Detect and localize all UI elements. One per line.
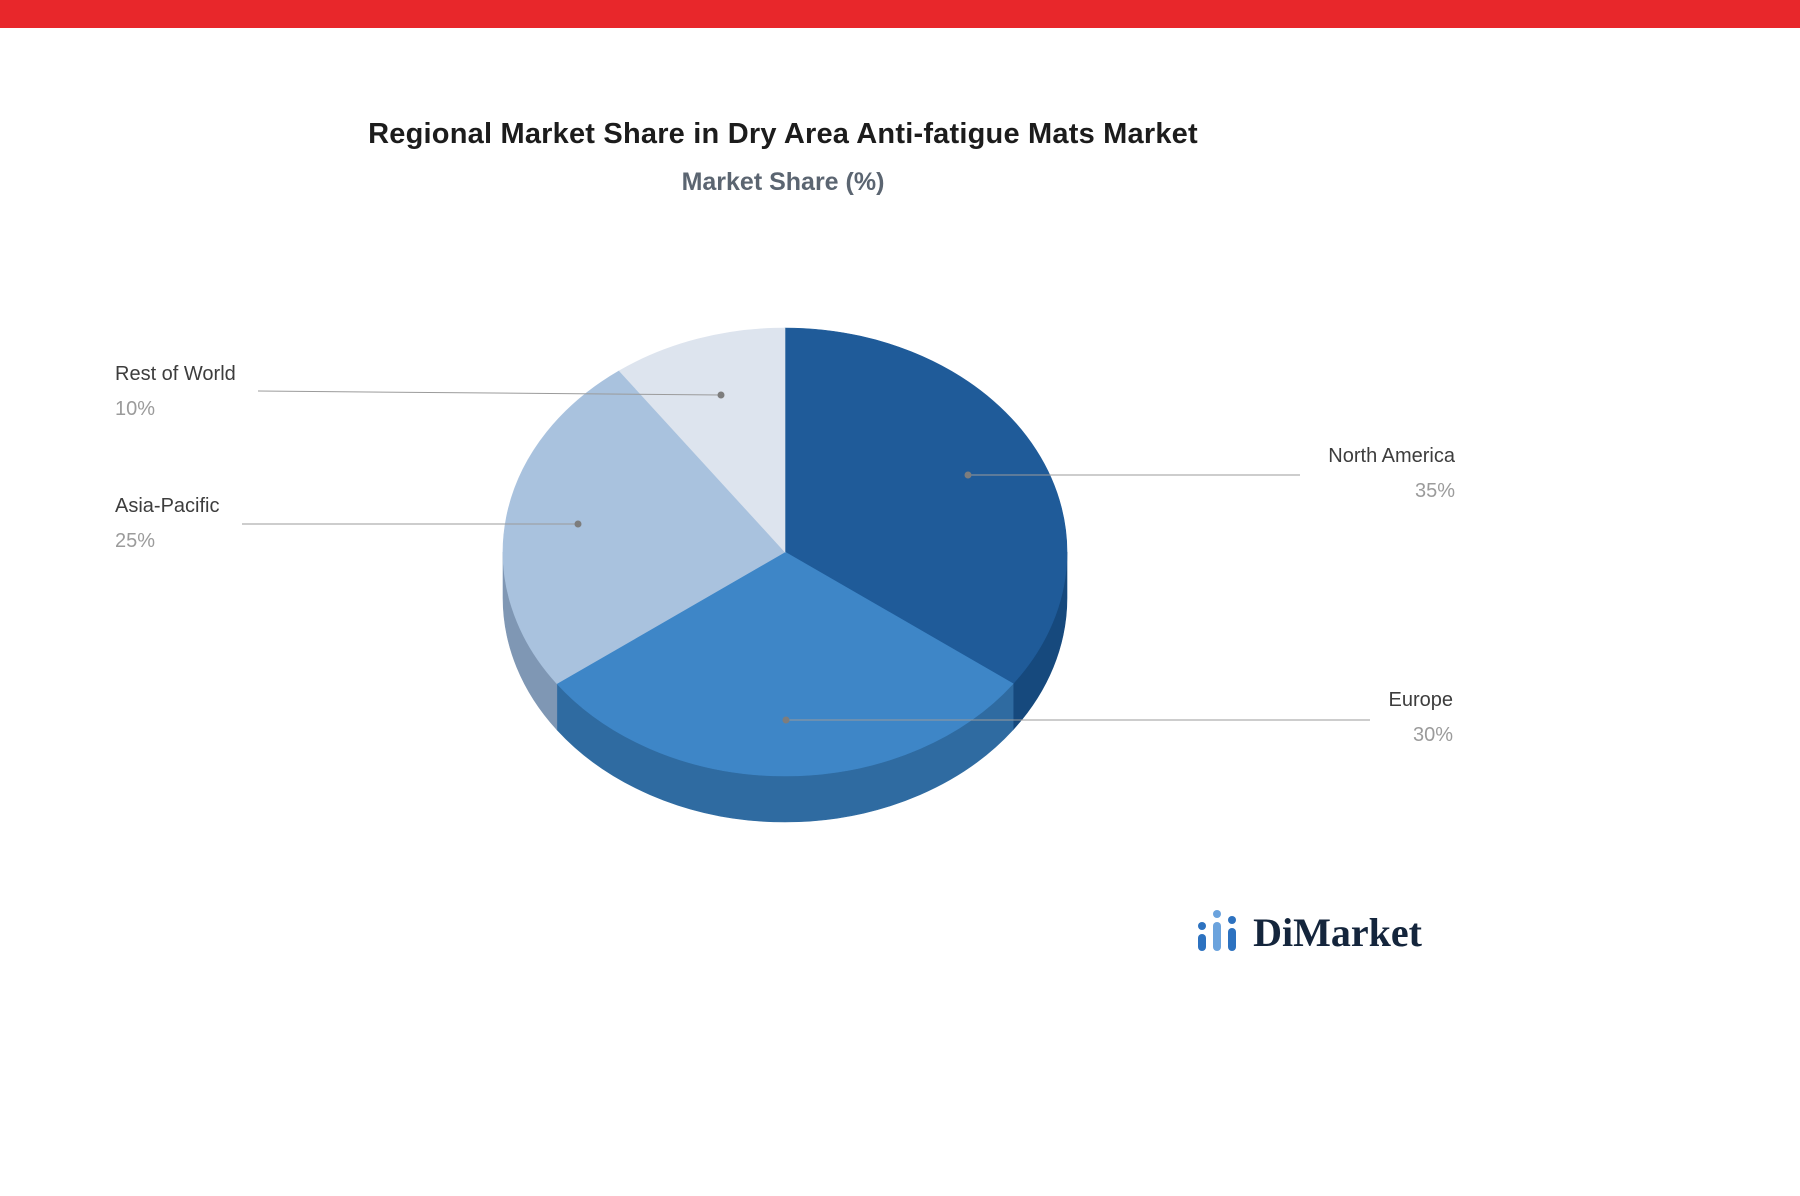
slice-value: 25% — [115, 530, 156, 552]
slice-name: North America — [1328, 445, 1455, 467]
slice-label-europe: Europe 30% — [1389, 688, 1454, 747]
slice-label-asia-pacific: Asia-Pacific 25% — [115, 494, 219, 553]
accent-top-bar — [0, 0, 1800, 28]
slice-name: Europe — [1388, 689, 1454, 711]
chart-title: Regional Market Share in Dry Area Anti-f… — [368, 118, 1198, 150]
brand-name: DiMarket — [1253, 910, 1422, 955]
slice-label-rest-of-world: Rest of World 10% — [115, 362, 236, 421]
slice-value: 10% — [115, 398, 156, 420]
brand-logo: DiMarket — [1195, 905, 1422, 953]
slice-name: Rest of World — [115, 363, 236, 385]
bar-chart-icon — [1198, 910, 1237, 951]
slice-value: 30% — [1412, 724, 1453, 746]
chart-subtitle: Market Share (%) — [681, 168, 885, 196]
slice-value: 35% — [1414, 480, 1455, 502]
slice-name: Asia-Pacific — [115, 495, 220, 517]
slice-label-north-america: North America 35% — [1328, 444, 1455, 503]
